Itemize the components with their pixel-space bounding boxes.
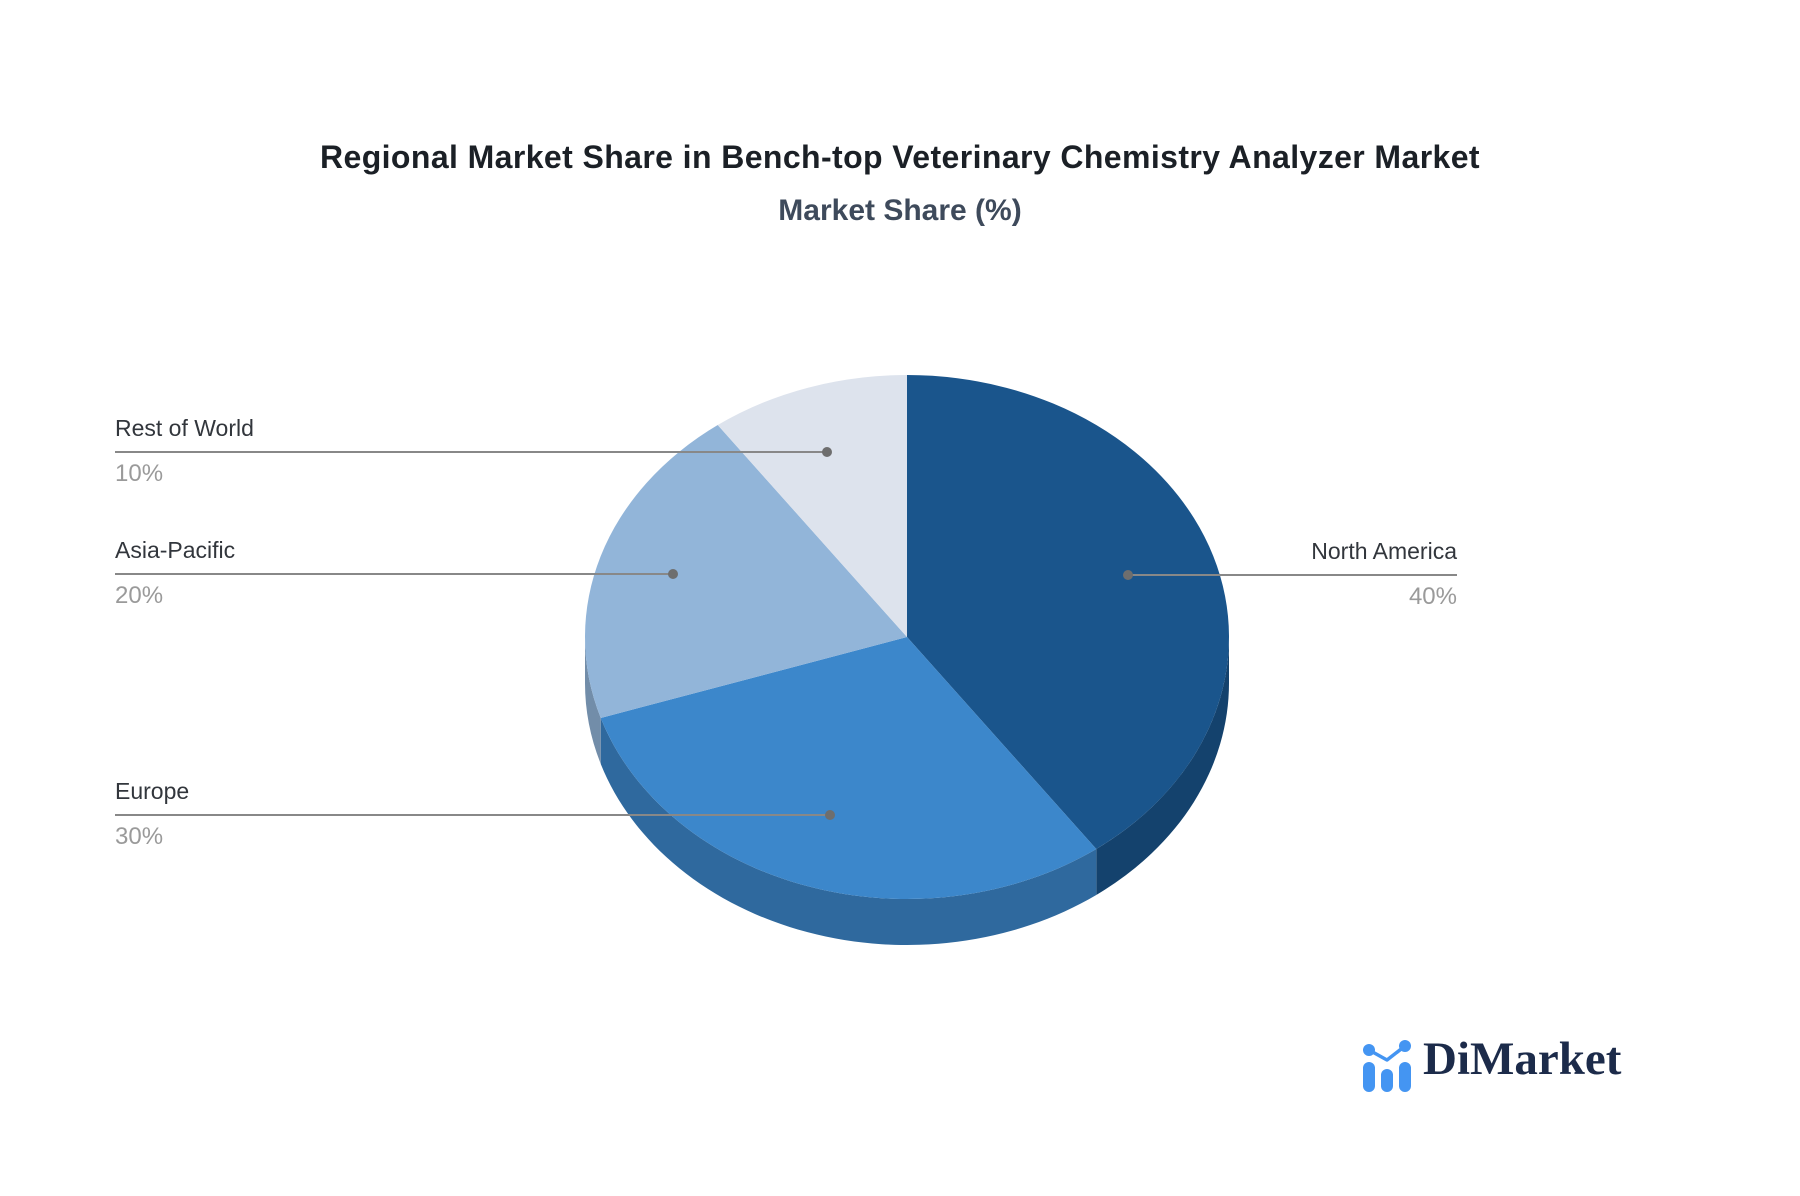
pie-slice-north-america[interactable]: [907, 375, 1229, 849]
brand-logo[interactable]: DiMarket: [1355, 1028, 1655, 1102]
bar-line-chart-icon: [1363, 1040, 1411, 1092]
slice-label-rest-of-world: Rest of World: [115, 415, 254, 441]
pie-slice-europe[interactable]: [600, 637, 1097, 899]
chart-title: Regional Market Share in Bench-top Veter…: [319, 139, 1480, 175]
leader-dot-asia-pacific: [668, 569, 678, 579]
slice-value-europe: 30%: [115, 823, 164, 850]
pie-slice-side-asia-pacific: [585, 637, 601, 764]
chart-subtitle: Market Share (%): [778, 194, 1022, 227]
slice-label-north-america: North America: [1311, 538, 1457, 564]
brand-name: DiMarket: [1423, 1033, 1622, 1085]
pie-slice-side-europe: [600, 717, 1097, 946]
slice-label-asia-pacific: Asia-Pacific: [115, 537, 236, 563]
pie-slice-asia-pacific[interactable]: [585, 425, 907, 718]
leader-dot-rest-of-world: [822, 447, 832, 457]
slice-value-north-america: 40%: [1408, 583, 1457, 610]
leader-dot-europe: [825, 810, 835, 820]
slice-value-rest-of-world: 10%: [115, 460, 164, 487]
leader-dot-north-america: [1123, 570, 1133, 580]
pie-slice-side-north-america: [1096, 637, 1229, 895]
slice-label-europe: Europe: [115, 778, 190, 804]
slice-value-asia-pacific: 20%: [115, 582, 164, 609]
pie-slice-rest-of-world[interactable]: [717, 375, 907, 637]
